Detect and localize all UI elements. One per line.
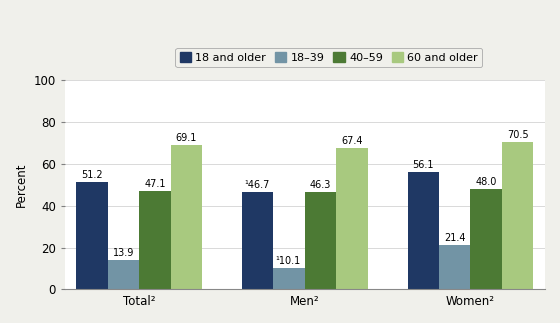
Text: 67.4: 67.4 xyxy=(342,136,363,146)
Bar xyxy=(408,172,439,289)
Text: 46.3: 46.3 xyxy=(310,181,332,190)
Text: ¹46.7: ¹46.7 xyxy=(244,180,269,190)
Bar xyxy=(242,192,273,289)
Bar xyxy=(439,245,470,289)
Text: 51.2: 51.2 xyxy=(81,170,103,180)
Text: 48.0: 48.0 xyxy=(475,177,497,187)
Bar xyxy=(337,148,368,289)
Bar xyxy=(305,193,337,289)
Text: 47.1: 47.1 xyxy=(144,179,166,189)
Text: 21.4: 21.4 xyxy=(444,233,465,243)
Bar xyxy=(76,182,108,289)
Bar xyxy=(108,260,139,289)
Text: 13.9: 13.9 xyxy=(113,248,134,258)
Y-axis label: Percent: Percent xyxy=(15,162,28,207)
Text: 70.5: 70.5 xyxy=(507,130,529,140)
Bar xyxy=(139,191,171,289)
Legend: 18 and older, 18–39, 40–59, 60 and older: 18 and older, 18–39, 40–59, 60 and older xyxy=(175,48,482,67)
Text: ¹10.1: ¹10.1 xyxy=(276,256,301,266)
Text: 69.1: 69.1 xyxy=(176,133,197,143)
Bar xyxy=(470,189,502,289)
Bar xyxy=(502,142,534,289)
Text: 56.1: 56.1 xyxy=(413,160,434,170)
Bar xyxy=(273,268,305,289)
Bar xyxy=(171,145,202,289)
